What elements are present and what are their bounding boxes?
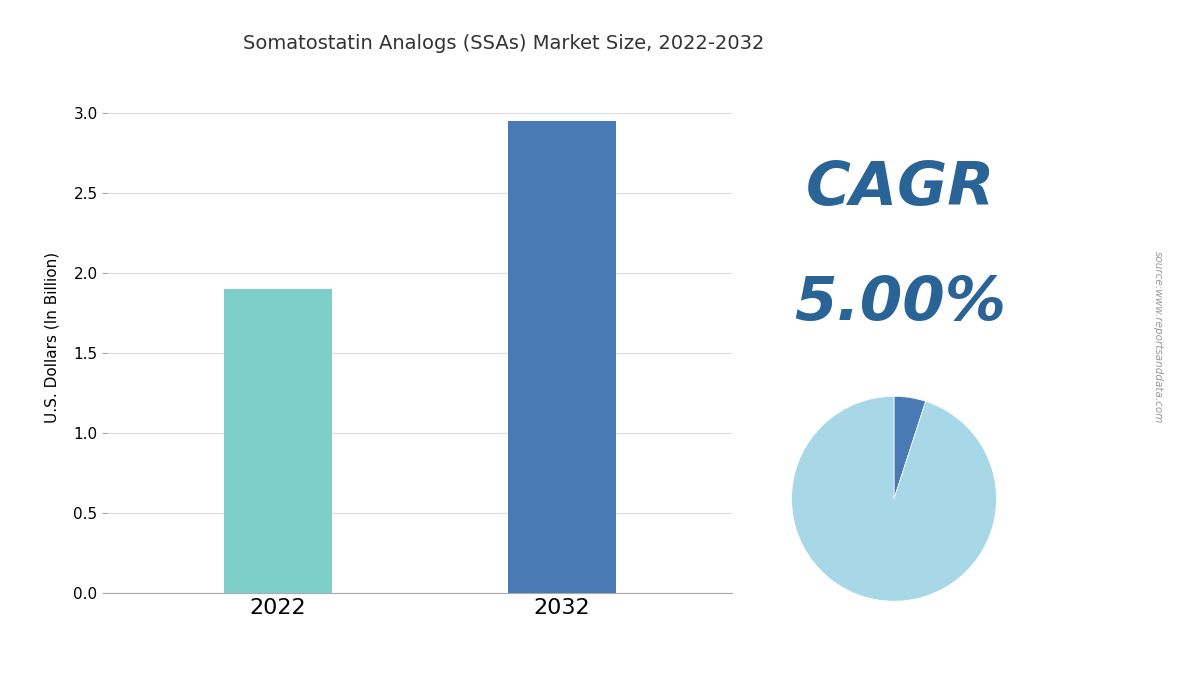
Bar <box>508 121 616 593</box>
Bar <box>224 289 332 593</box>
Text: CAGR: CAGR <box>805 159 995 218</box>
Text: source:www.reportsanddata.com: source:www.reportsanddata.com <box>1153 251 1163 423</box>
Wedge shape <box>792 396 996 601</box>
Y-axis label: U.S. Dollars (In Billion): U.S. Dollars (In Billion) <box>44 251 60 423</box>
Text: 5.00%: 5.00% <box>794 274 1006 333</box>
Wedge shape <box>894 396 925 499</box>
Text: Somatostatin Analogs (SSAs) Market Size, 2022-2032: Somatostatin Analogs (SSAs) Market Size,… <box>244 34 764 53</box>
